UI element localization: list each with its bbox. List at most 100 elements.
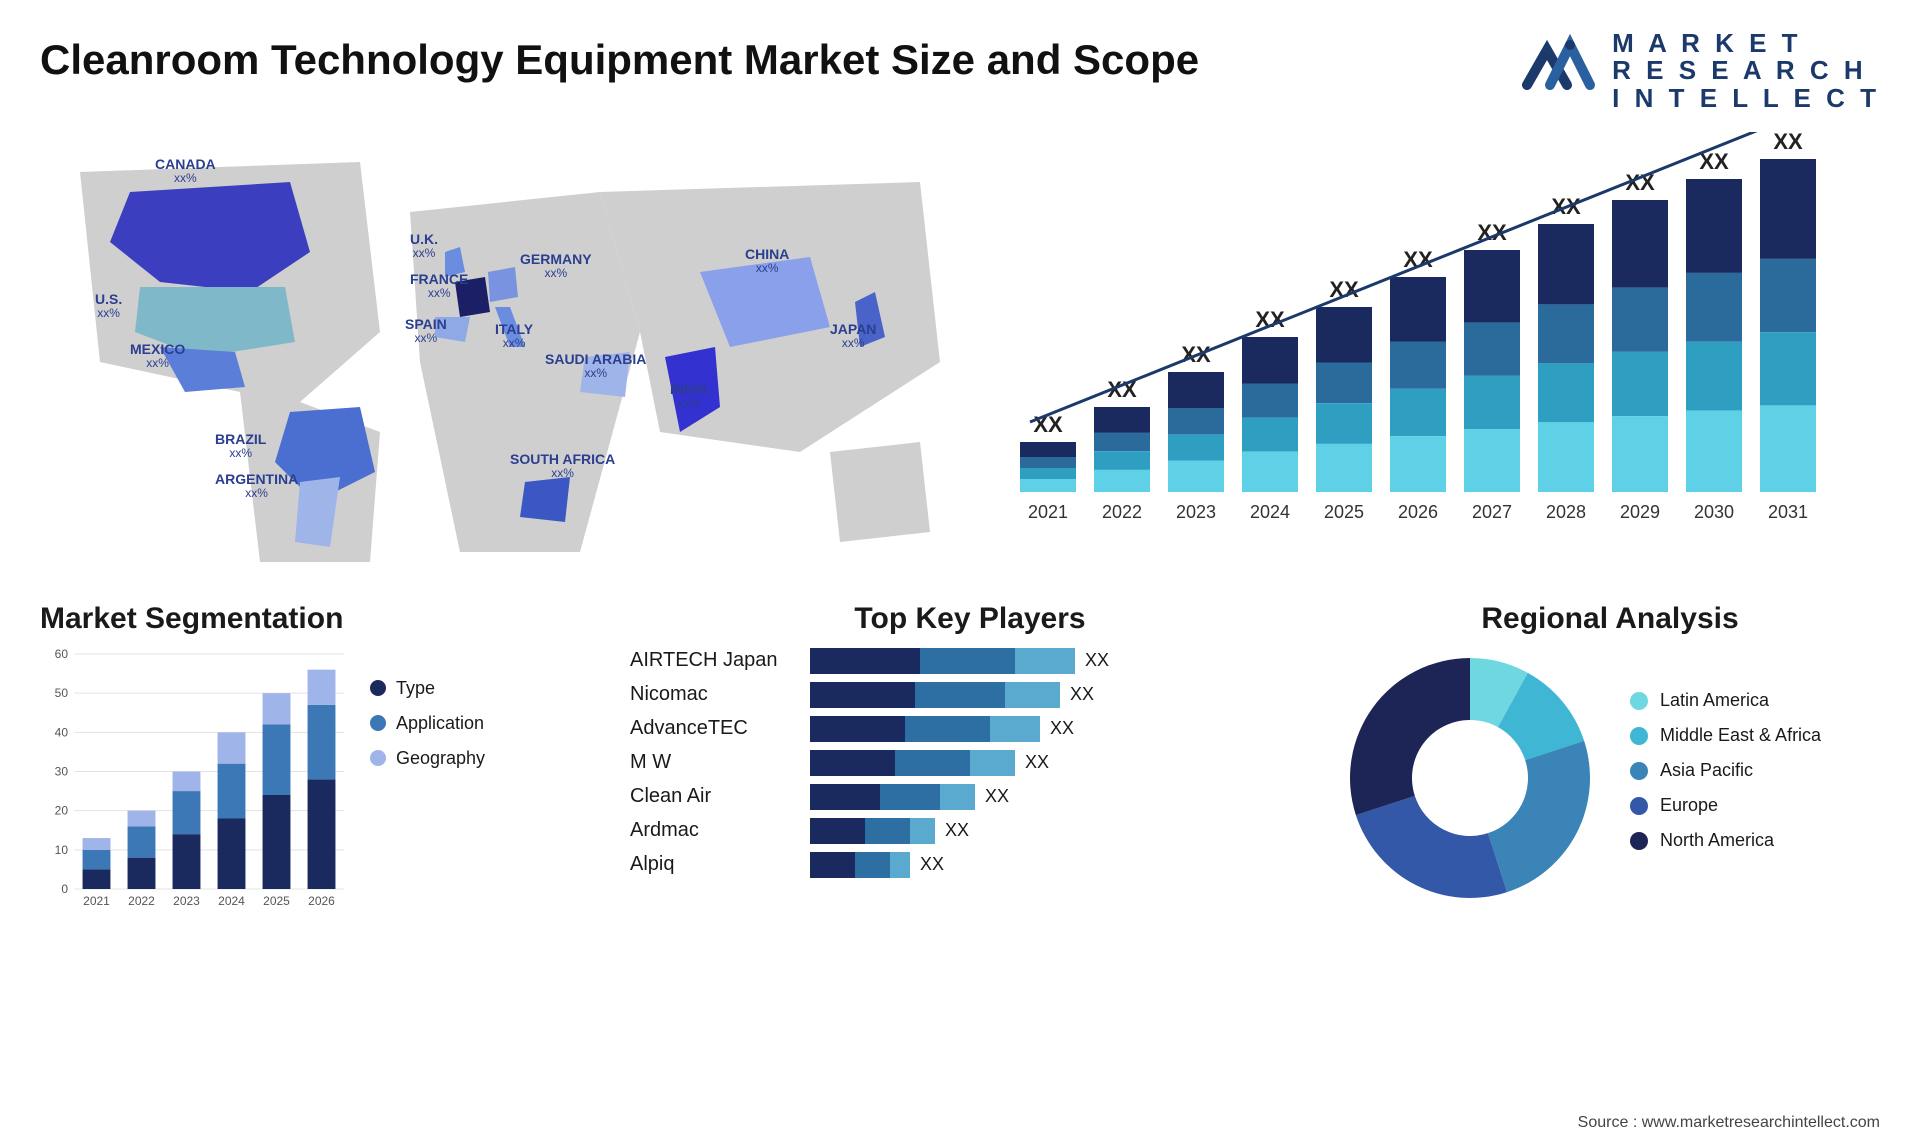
region-south-africa [520, 477, 570, 522]
player-bar [810, 648, 1075, 674]
player-bar-seg [880, 784, 940, 810]
region-germany [488, 267, 518, 302]
players-body: AIRTECH JapanXXNicomacXXAdvanceTECXXM WX… [630, 648, 1310, 878]
growth-year-label: 2029 [1620, 502, 1660, 522]
seg-bar-seg [218, 732, 246, 763]
map-label-u-s-: U.S.xx% [95, 292, 122, 321]
player-bar-seg [810, 852, 855, 878]
growth-bar-seg [1612, 200, 1668, 288]
seg-ytick: 50 [55, 686, 69, 700]
player-bar-seg [810, 818, 865, 844]
map-label-germany: GERMANYxx% [520, 252, 592, 281]
growth-year-label: 2022 [1102, 502, 1142, 522]
page-title: Cleanroom Technology Equipment Market Si… [40, 36, 1199, 84]
growth-bar-seg [1390, 389, 1446, 436]
player-row: Clean AirXX [630, 784, 1310, 810]
player-bar-seg [1005, 682, 1060, 708]
player-bar-seg [1015, 648, 1075, 674]
map-label-south-africa: SOUTH AFRICAxx% [510, 452, 615, 481]
player-value: XX [945, 820, 969, 841]
player-row: ArdmacXX [630, 818, 1310, 844]
seg-legend-item: Application [370, 713, 485, 734]
growth-year-label: 2031 [1768, 502, 1808, 522]
map-label-mexico: MEXICOxx% [130, 342, 185, 371]
player-name: AdvanceTEC [630, 717, 790, 740]
regional-legend: Latin America Middle East & Africa Asia Pa… [1630, 690, 1821, 865]
growth-bar-seg [1686, 273, 1742, 342]
player-bar [810, 716, 1040, 742]
growth-year-label: 2028 [1546, 502, 1586, 522]
seg-ytick: 30 [55, 764, 69, 778]
growth-bar-seg [1168, 372, 1224, 408]
player-row: AIRTECH JapanXX [630, 648, 1310, 674]
donut-slice [1356, 796, 1507, 898]
players-panel: Top Key Players AIRTECH JapanXXNicomacXX… [630, 602, 1310, 913]
player-bar-seg [940, 784, 975, 810]
player-name: Nicomac [630, 683, 790, 706]
growth-bar-seg [1316, 362, 1372, 403]
region-legend-item: Asia Pacific [1630, 760, 1821, 781]
bottom-row: Market Segmentation 01020304050602021202… [40, 602, 1880, 913]
seg-bar-seg [308, 705, 336, 779]
map-label-italy: ITALYxx% [495, 322, 533, 351]
player-name: M W [630, 751, 790, 774]
player-bar-seg [920, 648, 1015, 674]
growth-bar-seg [1464, 376, 1520, 429]
growth-bar-seg [1020, 457, 1076, 468]
seg-year-label: 2026 [308, 894, 335, 908]
seg-bar-seg [83, 869, 111, 889]
growth-bar-seg [1538, 224, 1594, 304]
growth-bar-seg [1242, 383, 1298, 417]
growth-bar-seg [1242, 452, 1298, 492]
seg-bar-seg [218, 818, 246, 889]
player-bar-seg [810, 682, 915, 708]
region-legend-item: Latin America [1630, 690, 1821, 711]
player-value: XX [1085, 650, 1109, 671]
growth-bar-seg [1760, 259, 1816, 332]
player-row: NicomacXX [630, 682, 1310, 708]
map-label-japan: JAPANxx% [830, 322, 876, 351]
logo-text: M A R K E T R E S E A R C H I N T E L L … [1612, 30, 1880, 112]
growth-value-label: XX [1403, 247, 1433, 272]
growth-bar-seg [1020, 468, 1076, 479]
player-bar [810, 852, 910, 878]
growth-year-label: 2023 [1176, 502, 1216, 522]
seg-ytick: 20 [55, 804, 69, 818]
growth-bar-seg [1612, 352, 1668, 416]
seg-bar-seg [128, 811, 156, 827]
seg-bar-seg [308, 670, 336, 705]
regional-panel: Regional Analysis Latin AmericaMiddle Ea… [1340, 602, 1880, 913]
player-bar-seg [895, 750, 970, 776]
player-bar-seg [855, 852, 890, 878]
seg-bar-seg [173, 834, 201, 889]
player-bar-seg [970, 750, 1015, 776]
seg-legend-item: Geography [370, 748, 485, 769]
player-bar-seg [810, 648, 920, 674]
top-row: CANADAxx%U.S.xx%MEXICOxx%BRAZILxx%ARGENT… [40, 132, 1880, 562]
players-title: Top Key Players [630, 602, 1310, 636]
player-bar-seg [990, 716, 1040, 742]
growth-bar-seg [1316, 307, 1372, 363]
growth-bar-seg [1242, 337, 1298, 384]
growth-bar-seg [1390, 341, 1446, 388]
player-bar [810, 750, 1015, 776]
map-label-china: CHINAxx% [745, 247, 789, 276]
growth-bar-seg [1094, 451, 1150, 470]
player-row: M WXX [630, 750, 1310, 776]
segmentation-title: Market Segmentation [40, 602, 600, 636]
growth-bar-seg [1612, 416, 1668, 492]
map-label-spain: SPAINxx% [405, 317, 447, 346]
growth-bar-seg [1538, 363, 1594, 422]
logo-line1: M A R K E T [1612, 30, 1880, 57]
world-map: CANADAxx%U.S.xx%MEXICOxx%BRAZILxx%ARGENT… [40, 132, 960, 562]
growth-bar-seg [1464, 250, 1520, 323]
map-label-saudi-arabia: SAUDI ARABIAxx% [545, 352, 646, 381]
segmentation-legend: Type Application Geography [370, 678, 485, 913]
region-legend-item: Middle East & Africa [1630, 725, 1821, 746]
player-bar-seg [915, 682, 1005, 708]
seg-bar-seg [308, 779, 336, 889]
growth-bar-seg [1094, 432, 1150, 451]
growth-bar-seg [1760, 332, 1816, 405]
player-row: AlpiqXX [630, 852, 1310, 878]
seg-legend-item: Type [370, 678, 485, 699]
